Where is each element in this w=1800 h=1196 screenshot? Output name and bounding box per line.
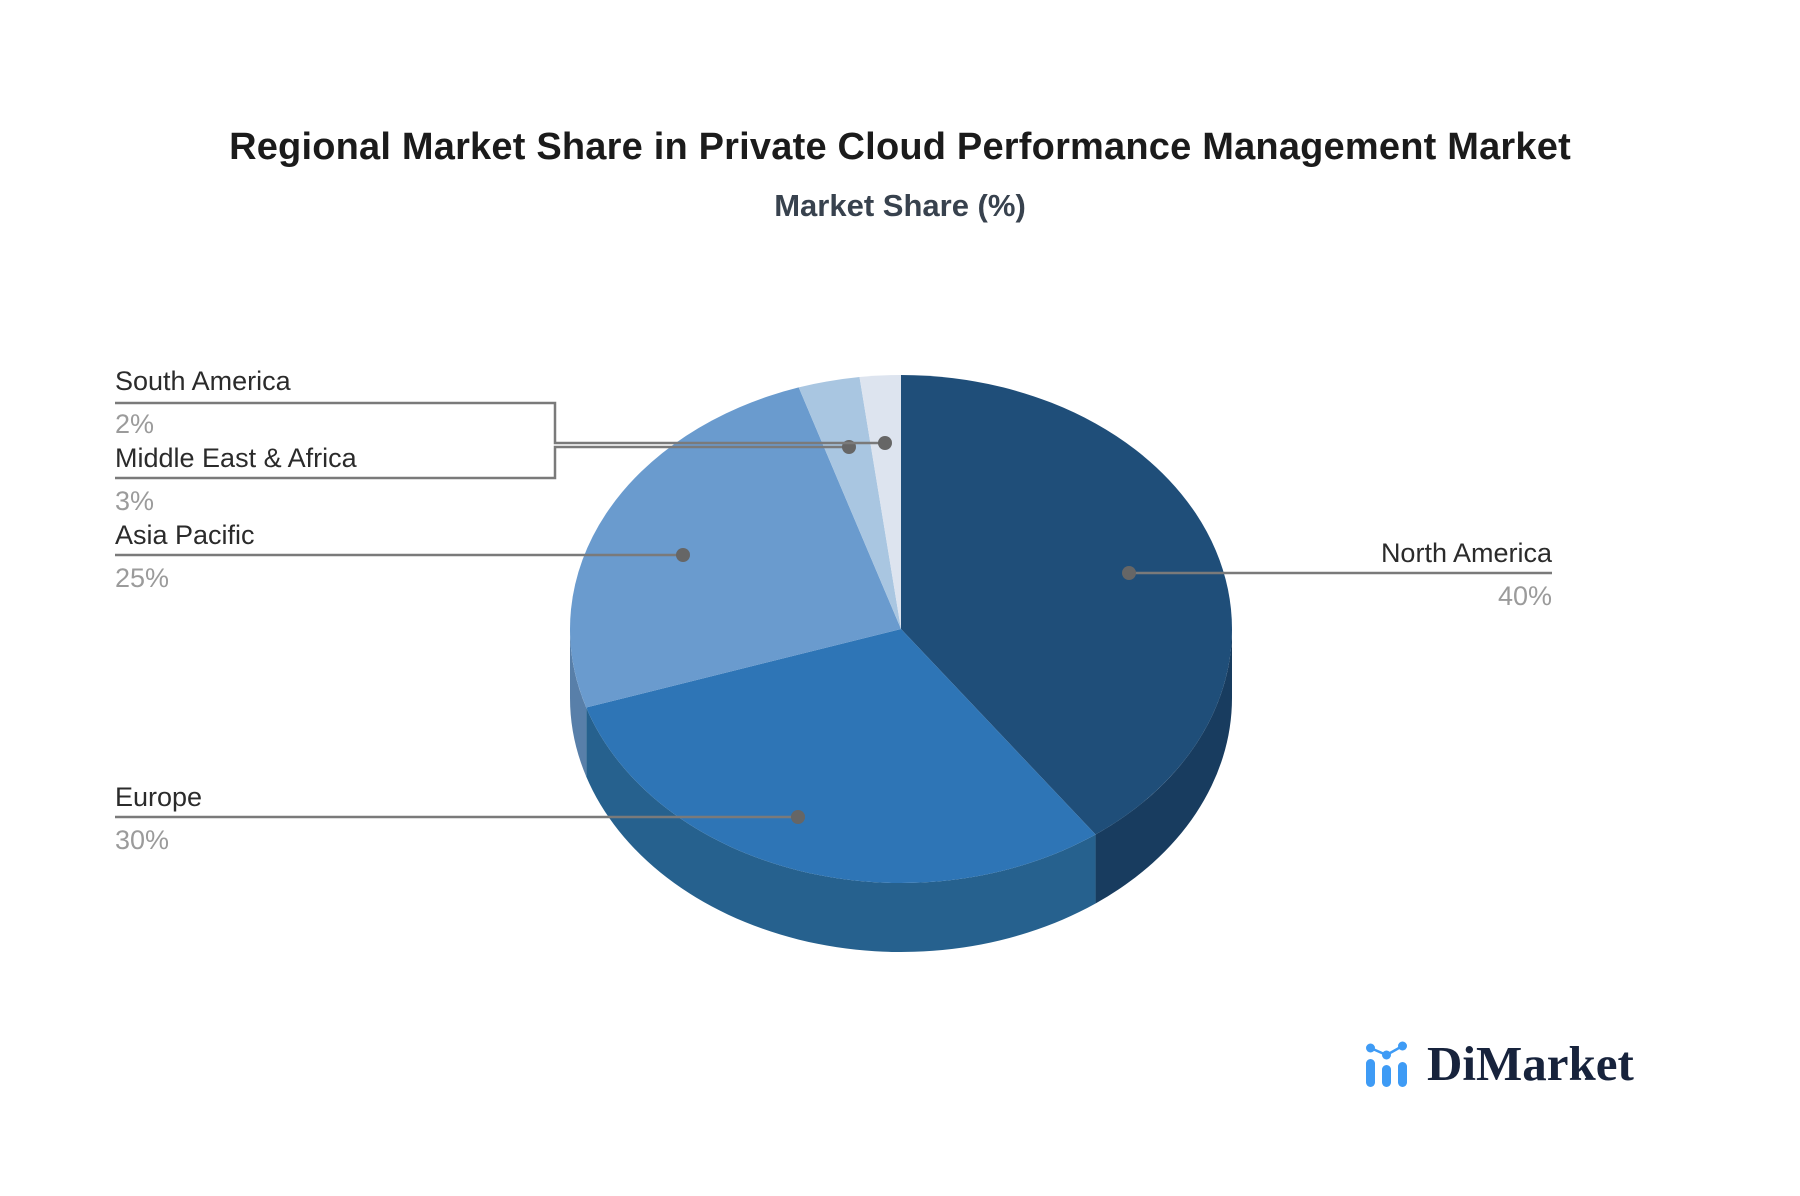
- label-percent: 30%: [115, 825, 170, 855]
- pie-slice-side-asia-pacific: [570, 629, 587, 777]
- pie-slice-side-europe: [586, 707, 1096, 952]
- leader-dot-europe: [791, 810, 805, 824]
- leader-dot-north-america: [1122, 566, 1136, 580]
- pie-slice-side-north-america: [1095, 629, 1232, 904]
- label-europe: Europe 30%: [115, 780, 202, 857]
- leader-line-middle-east-africa: [115, 445, 849, 480]
- leader-dot-asia-pacific: [676, 548, 690, 562]
- label-percent: 2%: [115, 409, 155, 439]
- page-subtitle: Market Share (%): [774, 188, 1026, 223]
- pie-slice-asia-pacific: [570, 387, 901, 708]
- label-percent: 40%: [1497, 581, 1552, 611]
- page-title: Regional Market Share in Private Cloud P…: [229, 126, 1571, 168]
- label-name: Asia Pacific: [115, 520, 255, 550]
- pie-slice-north-america: [901, 375, 1232, 835]
- label-name: South America: [115, 366, 291, 396]
- brand-logo: DiMarket: [1366, 1036, 1634, 1091]
- pie-slice-middle-east-africa: [798, 377, 901, 629]
- leader-line-south-america: [115, 401, 885, 445]
- brand-logo-text: DiMarket: [1427, 1036, 1634, 1091]
- label-name: Middle East & Africa: [115, 443, 357, 473]
- label-percent: 25%: [115, 563, 170, 593]
- leader-dot-south-america: [878, 436, 892, 450]
- pie-slice-south-america: [859, 375, 901, 629]
- label-middle-east-africa: Middle East & Africa 3%: [115, 441, 357, 518]
- pie-slice-europe: [586, 629, 1096, 883]
- label-name: Europe: [115, 782, 203, 812]
- label-asia-pacific: Asia Pacific 25%: [115, 518, 255, 595]
- label-name: North America: [1380, 538, 1552, 568]
- label-south-america: South America 2%: [115, 364, 291, 441]
- bar-chart-logo-icon: [1366, 1041, 1407, 1087]
- label-north-america: North America 40%: [1381, 536, 1552, 613]
- label-percent: 3%: [115, 486, 155, 516]
